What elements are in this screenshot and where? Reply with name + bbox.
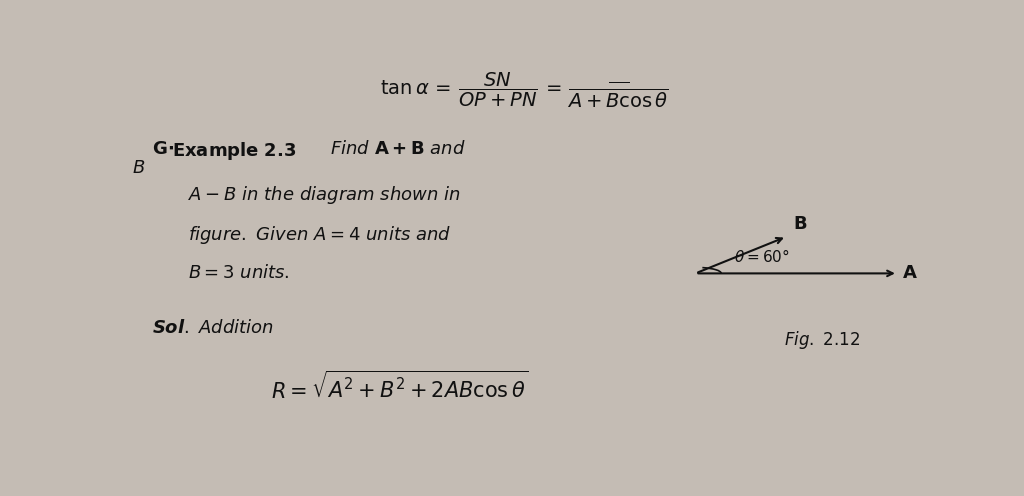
Text: $B$: $B$ — [132, 159, 145, 177]
Text: $R = \sqrt{A^2 + B^2 + 2AB\cos\theta}$: $R = \sqrt{A^2 + B^2 + 2AB\cos\theta}$ — [270, 371, 528, 403]
Text: $\mathbf{G\!\bullet}$: $\mathbf{G\!\bullet}$ — [152, 140, 174, 158]
Text: $\mathit{\boldsymbol{Sol.}}$$\mathit{\ Addition}$: $\mathit{\boldsymbol{Sol.}}$$\mathit{\ A… — [152, 319, 273, 337]
Text: $\mathit{A-B\ in\ the\ diagram\ shown\ in}$: $\mathit{A-B\ in\ the\ diagram\ shown\ i… — [187, 184, 461, 206]
Text: $\theta = 60°$: $\theta = 60°$ — [733, 248, 790, 265]
Text: $\mathbf{Example\ 2.3}$: $\mathbf{Example\ 2.3}$ — [172, 140, 296, 162]
Text: $\mathbf{A}$: $\mathbf{A}$ — [902, 264, 918, 282]
Text: $\mathbf{B}$: $\mathbf{B}$ — [793, 215, 807, 233]
Text: $\mathit{figure.\ Given\ A=4\ units\ and}$: $\mathit{figure.\ Given\ A=4\ units\ and… — [187, 224, 451, 246]
Text: $\mathit{Find\ \mathbf{A+B}\ and}$: $\mathit{Find\ \mathbf{A+B}\ and}$ — [331, 140, 466, 158]
Text: $\mathit{B=3\ units.}$: $\mathit{B=3\ units.}$ — [187, 264, 289, 282]
Text: $\mathit{Fig.\ 2.12}$: $\mathit{Fig.\ 2.12}$ — [784, 329, 860, 351]
Text: $\tan\alpha\,=\,\dfrac{SN}{OP + PN}\,=\,\dfrac{\overline{\quad}}{A + B\cos\theta: $\tan\alpha\,=\,\dfrac{SN}{OP + PN}\,=\,… — [380, 71, 670, 110]
